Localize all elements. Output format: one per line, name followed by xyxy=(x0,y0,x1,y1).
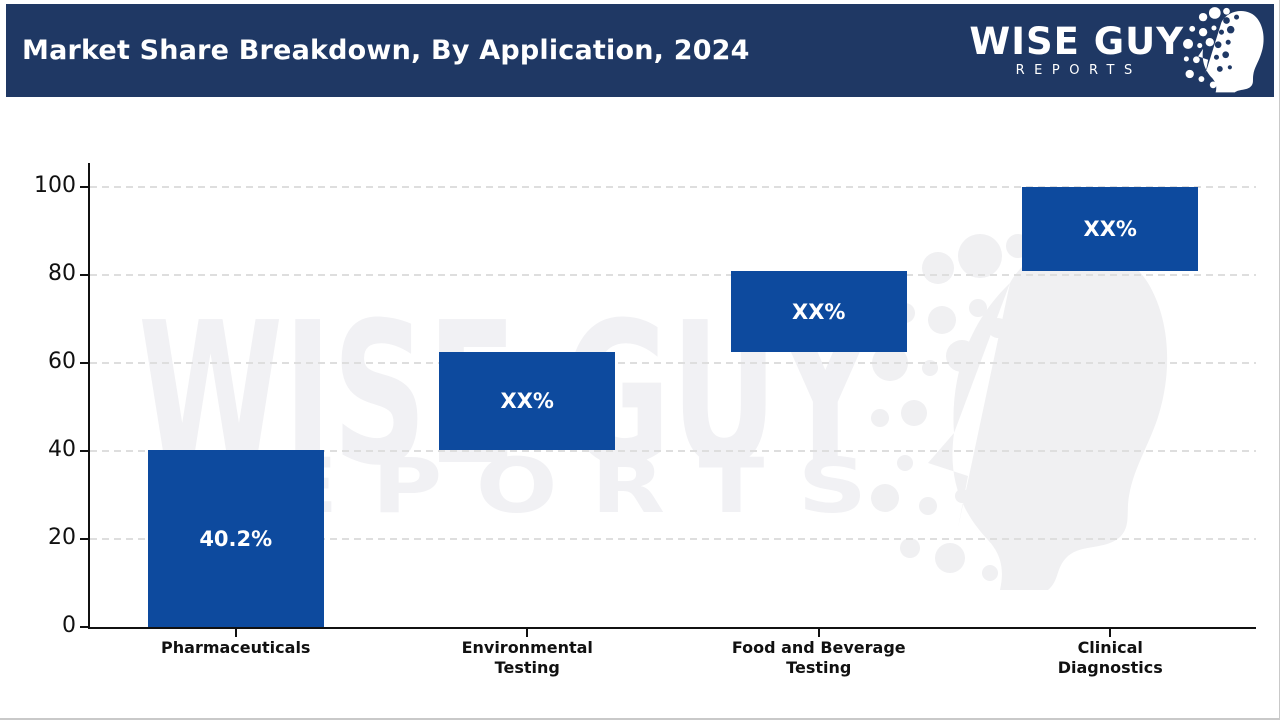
x-category-line: Clinical xyxy=(1077,638,1143,657)
x-category-label-3: Clinical Diagnostics xyxy=(980,638,1240,678)
y-tick-mark-100 xyxy=(80,186,88,188)
bar-value-label-1: XX% xyxy=(500,389,554,414)
x-category-line: Food and Beverage xyxy=(731,638,906,657)
wise-guy-logo: WISE GUY REPORTS xyxy=(969,6,1274,95)
x-tick-mark-2 xyxy=(817,629,820,637)
gridline-60 xyxy=(90,362,1256,364)
x-tick-mark-3 xyxy=(1109,629,1112,637)
gridline-20 xyxy=(90,538,1256,540)
bar-segment-1: XX% xyxy=(439,352,616,451)
x-category-line: Testing xyxy=(786,658,852,677)
gridline-100 xyxy=(90,186,1256,188)
x-category-label-1: Environmental Testing xyxy=(397,638,657,678)
y-axis-line xyxy=(88,163,90,629)
y-tick-label-20: 20 xyxy=(48,525,76,550)
x-tick-mark-0 xyxy=(234,629,237,637)
gridline-40 xyxy=(90,450,1256,452)
page-title: Market Share Breakdown, By Application, … xyxy=(22,35,750,66)
y-tick-label-0: 0 xyxy=(62,613,76,638)
y-tick-mark-40 xyxy=(80,450,88,452)
y-tick-label-100: 100 xyxy=(34,173,76,198)
bar-segment-2: XX% xyxy=(730,271,907,352)
y-tick-mark-80 xyxy=(80,274,88,276)
x-category-line: Pharmaceuticals xyxy=(161,638,311,657)
x-category-label-2: Food and Beverage Testing xyxy=(689,638,949,678)
header-bar: Market Share Breakdown, By Application, … xyxy=(6,4,1274,97)
y-tick-mark-20 xyxy=(80,538,88,540)
logo-face-icon xyxy=(1183,6,1264,92)
x-category-line: Environmental xyxy=(461,638,593,657)
logo-wordmark: WISE GUY xyxy=(969,20,1184,63)
y-tick-mark-0 xyxy=(80,626,88,628)
x-axis-line xyxy=(88,627,1256,629)
y-tick-mark-60 xyxy=(80,362,88,364)
bar-value-label-0: 40.2% xyxy=(199,526,273,551)
x-category-label-0: Pharmaceuticals xyxy=(106,638,366,658)
x-category-line: Testing xyxy=(494,658,560,677)
bar-value-label-2: XX% xyxy=(792,299,846,324)
logo-subtitle: REPORTS xyxy=(1015,63,1142,78)
x-category-line: Diagnostics xyxy=(1057,658,1163,677)
bar-segment-0: 40.2% xyxy=(147,450,324,627)
gridline-80 xyxy=(90,274,1256,276)
y-tick-label-60: 60 xyxy=(48,349,76,374)
y-tick-label-80: 80 xyxy=(48,261,76,286)
logo-text: WISE GUY REPORTS xyxy=(969,23,1184,78)
x-tick-mark-1 xyxy=(526,629,529,637)
bar-value-label-3: XX% xyxy=(1083,216,1137,241)
y-tick-label-40: 40 xyxy=(48,437,76,462)
bar-segment-3: XX% xyxy=(1022,187,1199,271)
